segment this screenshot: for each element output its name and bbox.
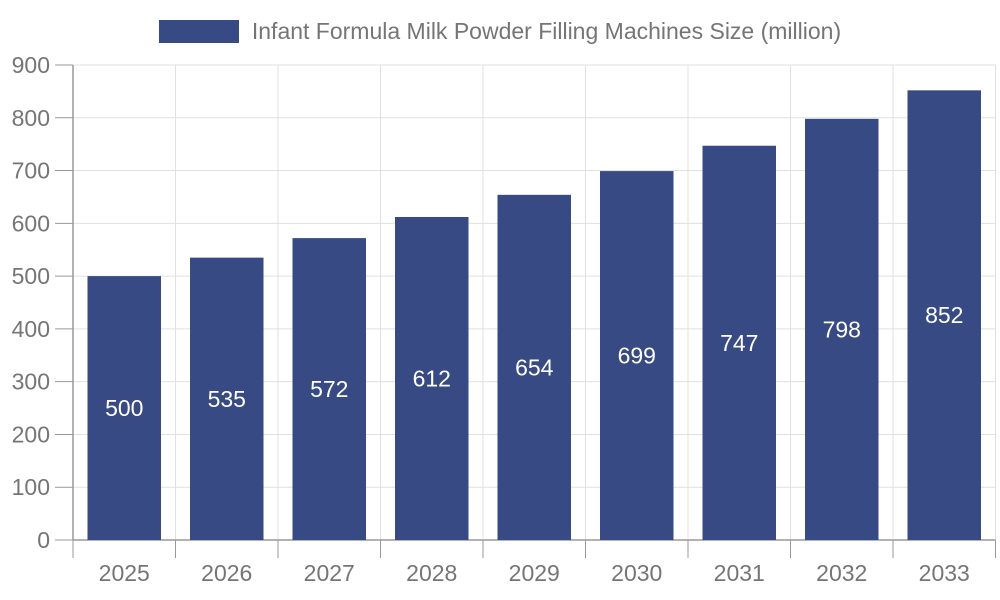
x-tick-label: 2032 — [816, 560, 867, 586]
x-tick-label: 2027 — [304, 560, 355, 586]
bar-2032[interactable] — [805, 118, 879, 540]
bar-2028[interactable] — [395, 217, 469, 540]
y-tick-label: 200 — [12, 421, 50, 447]
bar-value-label: 852 — [925, 302, 963, 328]
y-tick-label: 500 — [12, 263, 50, 289]
y-tick-label: 400 — [12, 316, 50, 342]
bar-2025[interactable] — [87, 276, 162, 540]
y-tick-label: 100 — [12, 474, 50, 500]
x-tick-label: 2031 — [714, 560, 765, 586]
legend-item[interactable]: Infant Formula Milk Powder Filling Machi… — [0, 14, 1000, 48]
bar-2029[interactable] — [497, 194, 572, 541]
bar-2031[interactable] — [702, 145, 777, 540]
bar-2030[interactable] — [600, 171, 674, 541]
legend-swatch — [158, 19, 239, 43]
bar-2033[interactable] — [907, 90, 982, 540]
x-tick-label: 2028 — [406, 560, 457, 586]
bar-value-label: 500 — [105, 395, 143, 421]
x-tick-label: 2030 — [611, 560, 662, 586]
bar-value-label: 654 — [515, 354, 554, 380]
bar-value-label: 699 — [618, 343, 656, 369]
legend-label: Infant Formula Milk Powder Filling Machi… — [251, 17, 842, 44]
x-tick-label: 2033 — [919, 560, 970, 586]
y-tick-label: 0 — [37, 527, 50, 553]
y-tick-label: 800 — [12, 105, 50, 131]
bar-2027[interactable] — [292, 238, 367, 540]
x-tick-label: 2026 — [201, 560, 252, 586]
bar-value-label: 747 — [720, 330, 758, 356]
bar-value-label: 572 — [310, 376, 348, 402]
y-tick-label: 600 — [12, 210, 50, 236]
bar-value-label: 798 — [823, 316, 861, 342]
x-tick-label: 2029 — [509, 560, 560, 586]
x-tick-label: 2025 — [99, 560, 150, 586]
bar-2026[interactable] — [190, 257, 264, 540]
bar-value-label: 612 — [413, 366, 451, 392]
y-tick-label: 900 — [12, 52, 50, 78]
y-tick-label: 700 — [12, 158, 50, 184]
y-tick-label: 300 — [12, 369, 50, 395]
bar-value-label: 535 — [208, 386, 246, 412]
